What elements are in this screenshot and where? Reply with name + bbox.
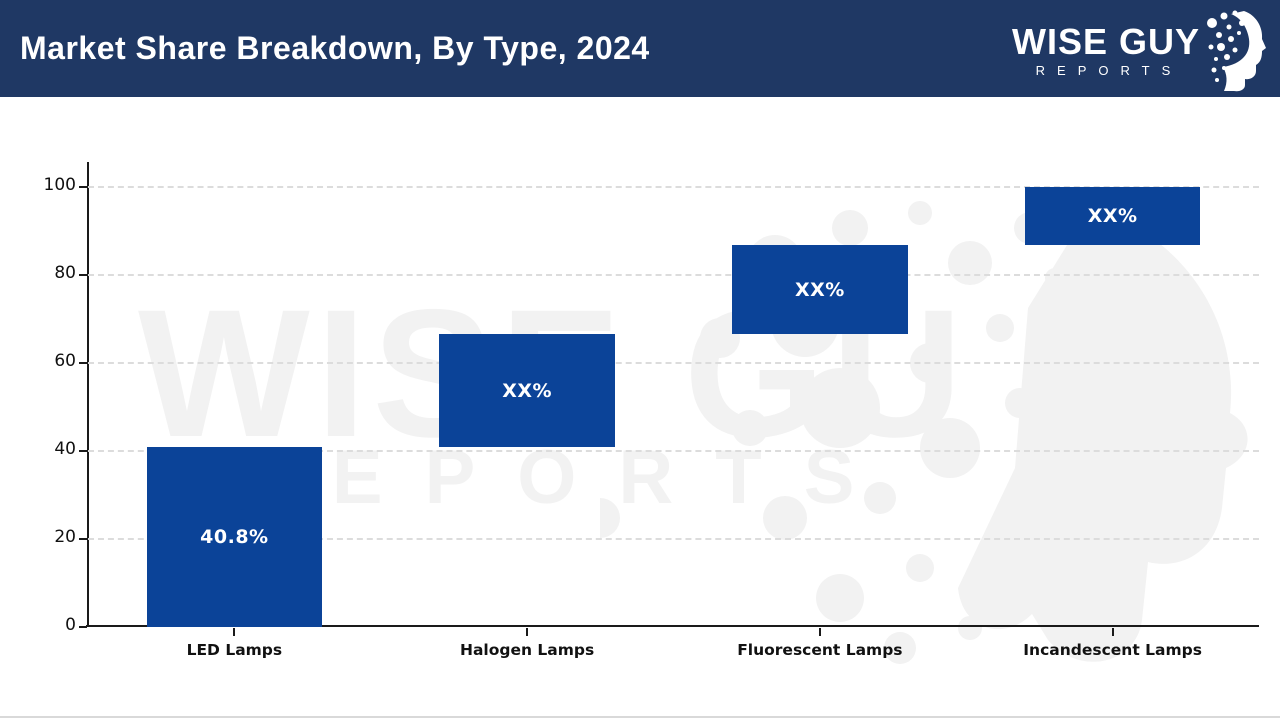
logo-face-icon [1207, 10, 1266, 92]
y-tick-label: 20 [54, 527, 76, 547]
bar-value-label: 40.8% [200, 526, 269, 549]
footer-divider [0, 716, 1280, 718]
gridline-60 [88, 362, 1259, 364]
y-tick-mark [79, 538, 87, 540]
x-tick-mark [526, 628, 529, 636]
x-tick-label: Halogen Lamps [460, 641, 595, 659]
bar-value-label: XX% [794, 278, 845, 301]
y-tick-label: 0 [65, 615, 76, 635]
bar-incandescent-lamps: XX% [1024, 187, 1201, 246]
bar-fluorescent-lamps: XX% [732, 245, 908, 335]
gridline-80 [88, 274, 1259, 276]
x-axis-line [86, 625, 1259, 627]
bar-halogen-lamps: XX% [439, 334, 615, 448]
x-tick-mark [818, 628, 821, 636]
page-title: Market Share Breakdown, By Type, 2024 [20, 30, 650, 66]
y-tick-mark [79, 186, 87, 188]
logo-wordmark: WISE GUY [1011, 21, 1200, 63]
y-tick-mark [79, 626, 87, 628]
y-tick-label: 60 [54, 351, 76, 371]
y-tick-label: 80 [54, 263, 76, 283]
x-tick-mark [233, 628, 236, 636]
y-tick-label: 100 [43, 175, 76, 195]
logo-subtitle: REPORTS [1035, 62, 1183, 78]
y-tick-mark [79, 274, 87, 276]
header: Market Share Breakdown, By Type, 2024 WI… [0, 0, 1280, 97]
bar-value-label: XX% [502, 379, 553, 402]
x-tick-mark [1111, 628, 1114, 636]
y-tick-mark [79, 450, 87, 452]
bar-value-label: XX% [1087, 205, 1138, 228]
y-axis-line [87, 162, 89, 627]
wiseguy-logo: WISE GUY REPORTS [1012, 8, 1266, 92]
gridline-20 [88, 538, 1259, 540]
x-tick-label: Incandescent Lamps [1023, 641, 1202, 659]
x-tick-label: Fluorescent Lamps [737, 641, 903, 659]
x-tick-label: LED Lamps [186, 641, 283, 659]
y-tick-mark [79, 362, 87, 364]
bar-led-lamps: 40.8% [146, 447, 323, 627]
gridline-40 [88, 450, 1259, 452]
logo-text: WISE GUY REPORTS [1012, 22, 1200, 78]
gridline-100 [88, 186, 1259, 188]
y-tick-label: 40 [54, 439, 76, 459]
